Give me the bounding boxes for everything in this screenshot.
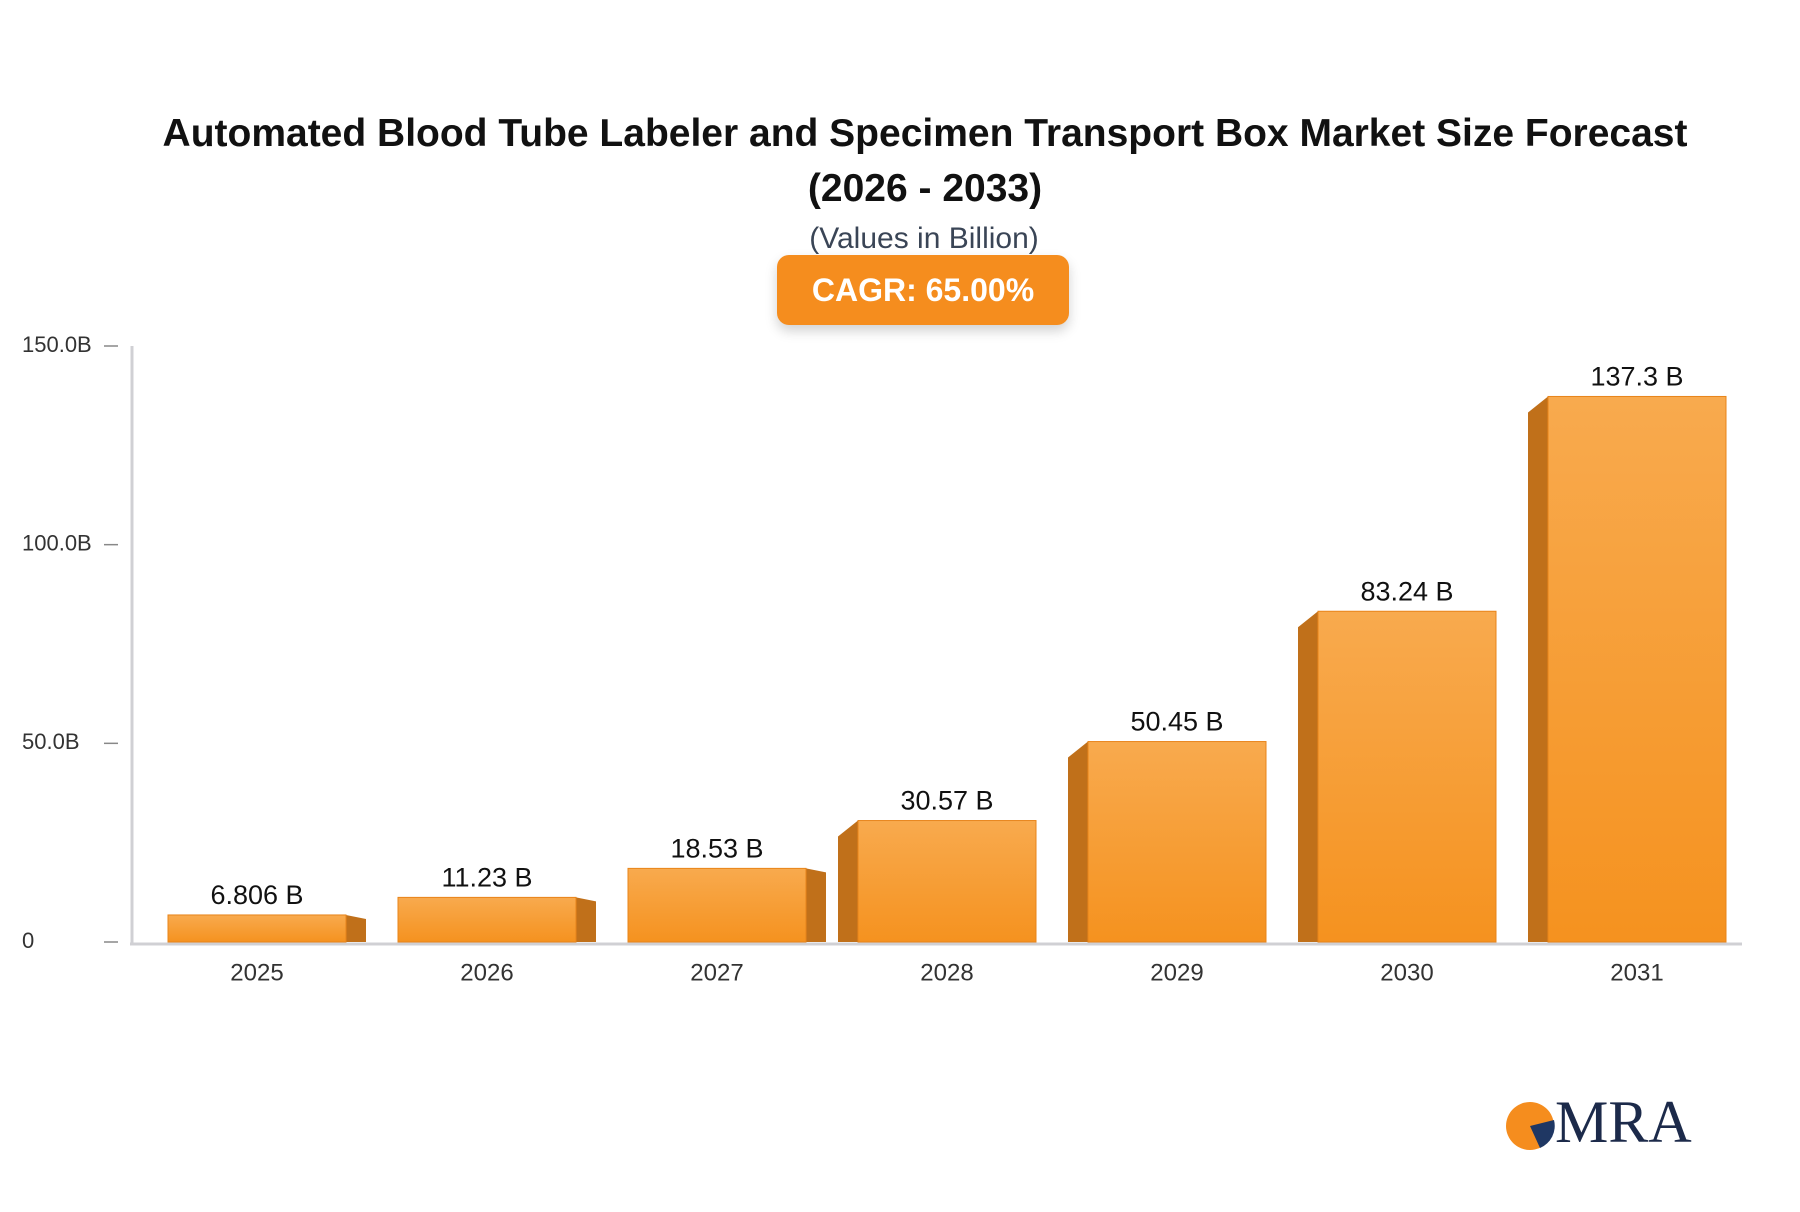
- bar-side: [1528, 396, 1548, 943]
- x-tick-label: 2026: [460, 959, 513, 986]
- x-tick-label: 2027: [690, 959, 743, 986]
- value-label: 83.24 B: [1360, 576, 1453, 606]
- y-tick-label: 0: [22, 928, 34, 953]
- bar: [1068, 741, 1267, 943]
- bar-front: [1087, 741, 1267, 943]
- cagr-badge: CAGR: 65.00%: [777, 255, 1069, 325]
- x-tick-label: 2025: [230, 959, 283, 986]
- y-tick-label: 150.0B: [22, 332, 92, 357]
- bar-side: [1298, 611, 1318, 942]
- bar-side: [806, 868, 826, 942]
- bar: [838, 820, 1037, 943]
- chart-title: Automated Blood Tube Labeler and Specime…: [162, 112, 1688, 210]
- value-label: 137.3 B: [1590, 362, 1683, 392]
- bar-front: [397, 896, 577, 943]
- y-tick-label: 50.0B: [22, 729, 80, 754]
- bar-front: [627, 867, 807, 943]
- value-label: 18.53 B: [670, 833, 763, 863]
- value-label: 30.57 B: [900, 786, 993, 816]
- bar-side: [1068, 741, 1088, 942]
- logo-text: MRA: [1555, 1089, 1692, 1155]
- bar-side: [346, 914, 366, 942]
- bar-front: [1317, 610, 1497, 943]
- bar: [397, 896, 596, 943]
- bar-front: [167, 914, 347, 943]
- bar: [167, 914, 366, 943]
- bar-side: [838, 820, 858, 942]
- value-label: 50.45 B: [1130, 707, 1223, 737]
- bar-front: [1547, 395, 1727, 943]
- logo-icon-slice: [1530, 1120, 1555, 1148]
- bar: [627, 867, 826, 943]
- x-tick-label: 2030: [1380, 959, 1433, 986]
- x-tick-label: 2031: [1610, 959, 1663, 986]
- value-label: 6.806 B: [210, 880, 303, 910]
- logo: MRA: [1506, 1089, 1692, 1155]
- bar-side: [576, 897, 596, 942]
- x-tick-label: 2029: [1150, 959, 1203, 986]
- chart-subtitle: (Values in Billion): [809, 222, 1039, 255]
- bar-front: [857, 820, 1037, 943]
- bar: [1528, 395, 1727, 943]
- bar: [1298, 610, 1497, 943]
- value-label: 11.23 B: [441, 863, 532, 893]
- x-tick-label: 2028: [920, 959, 973, 986]
- y-tick-label: 100.0B: [22, 530, 92, 555]
